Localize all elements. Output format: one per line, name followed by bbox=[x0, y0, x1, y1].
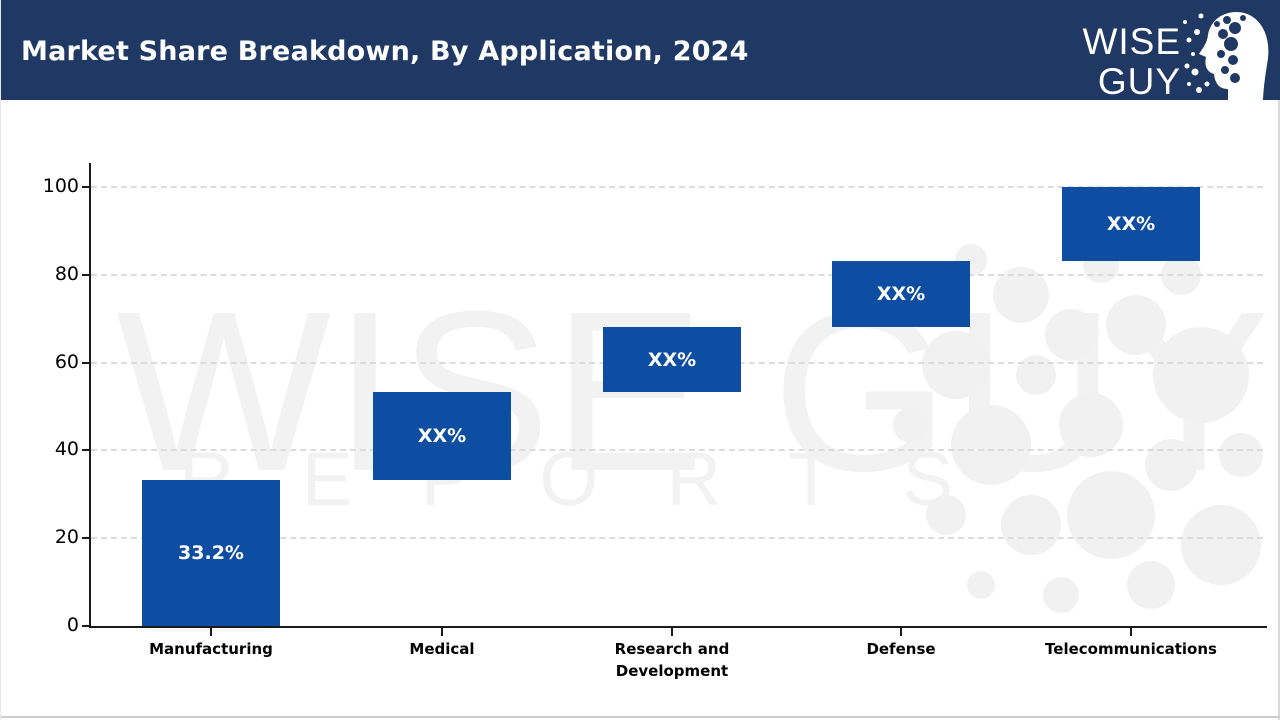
bar-research-and-development: XX% bbox=[603, 326, 741, 393]
bar-value-label: XX% bbox=[1106, 212, 1156, 235]
bar-medical: XX% bbox=[373, 392, 511, 481]
x-category-label: Defense bbox=[866, 640, 936, 658]
y-tick-label-20: 20 bbox=[54, 526, 79, 549]
y-tick-100 bbox=[82, 186, 90, 188]
x-tick-2 bbox=[671, 628, 673, 636]
x-category-label: Research and Development bbox=[614, 640, 730, 680]
x-tick-0 bbox=[210, 628, 212, 636]
logo-text: WISE GUY REPORTS bbox=[1009, 22, 1181, 124]
x-category-label: Telecommunications bbox=[1045, 640, 1217, 658]
x-category-label: Manufacturing bbox=[149, 640, 273, 658]
x-axis-line bbox=[89, 626, 1267, 628]
bottom-border-line bbox=[1, 716, 1280, 718]
gridline-40 bbox=[91, 449, 1263, 452]
logo-wiseguy-text: WISE GUY bbox=[1082, 21, 1181, 102]
y-tick-40 bbox=[82, 449, 90, 452]
gridline-20 bbox=[91, 537, 1263, 540]
y-tick-label-80: 80 bbox=[54, 262, 79, 285]
y-tick-0 bbox=[82, 625, 90, 627]
bar-value-label: 33.2% bbox=[178, 542, 244, 565]
y-tick-80 bbox=[82, 273, 90, 276]
header-bar: Market Share Breakdown, By Application, … bbox=[1, 0, 1280, 122]
bar-manufacturing: 33.2% bbox=[142, 480, 280, 626]
bar-value-label: XX% bbox=[647, 348, 697, 371]
logo: WISE GUY REPORTS bbox=[1009, 6, 1269, 122]
y-tick-label-60: 60 bbox=[54, 350, 79, 373]
x-tick-1 bbox=[441, 628, 443, 636]
gridline-100 bbox=[91, 186, 1263, 188]
x-tick-3 bbox=[900, 628, 902, 636]
y-tick-label-100: 100 bbox=[42, 175, 79, 197]
bar-value-label: XX% bbox=[417, 425, 467, 448]
y-tick-60 bbox=[82, 361, 90, 364]
chart-title: Market Share Breakdown, By Application, … bbox=[21, 36, 749, 67]
y-tick-label-0: 0 bbox=[66, 614, 79, 636]
x-category-label: Medical bbox=[409, 640, 475, 658]
y-tick-label-40: 40 bbox=[54, 438, 79, 461]
bar-defense: XX% bbox=[832, 260, 970, 327]
y-axis-line bbox=[89, 163, 91, 628]
logo-head-icon bbox=[1183, 11, 1269, 100]
y-tick-20 bbox=[82, 537, 90, 540]
logo-reports-text: REPORTS bbox=[1036, 106, 1181, 122]
x-tick-4 bbox=[1130, 628, 1132, 636]
gridline-80 bbox=[91, 273, 1263, 276]
bar-value-label: XX% bbox=[876, 282, 926, 305]
bar-telecommunications: XX% bbox=[1062, 187, 1200, 261]
